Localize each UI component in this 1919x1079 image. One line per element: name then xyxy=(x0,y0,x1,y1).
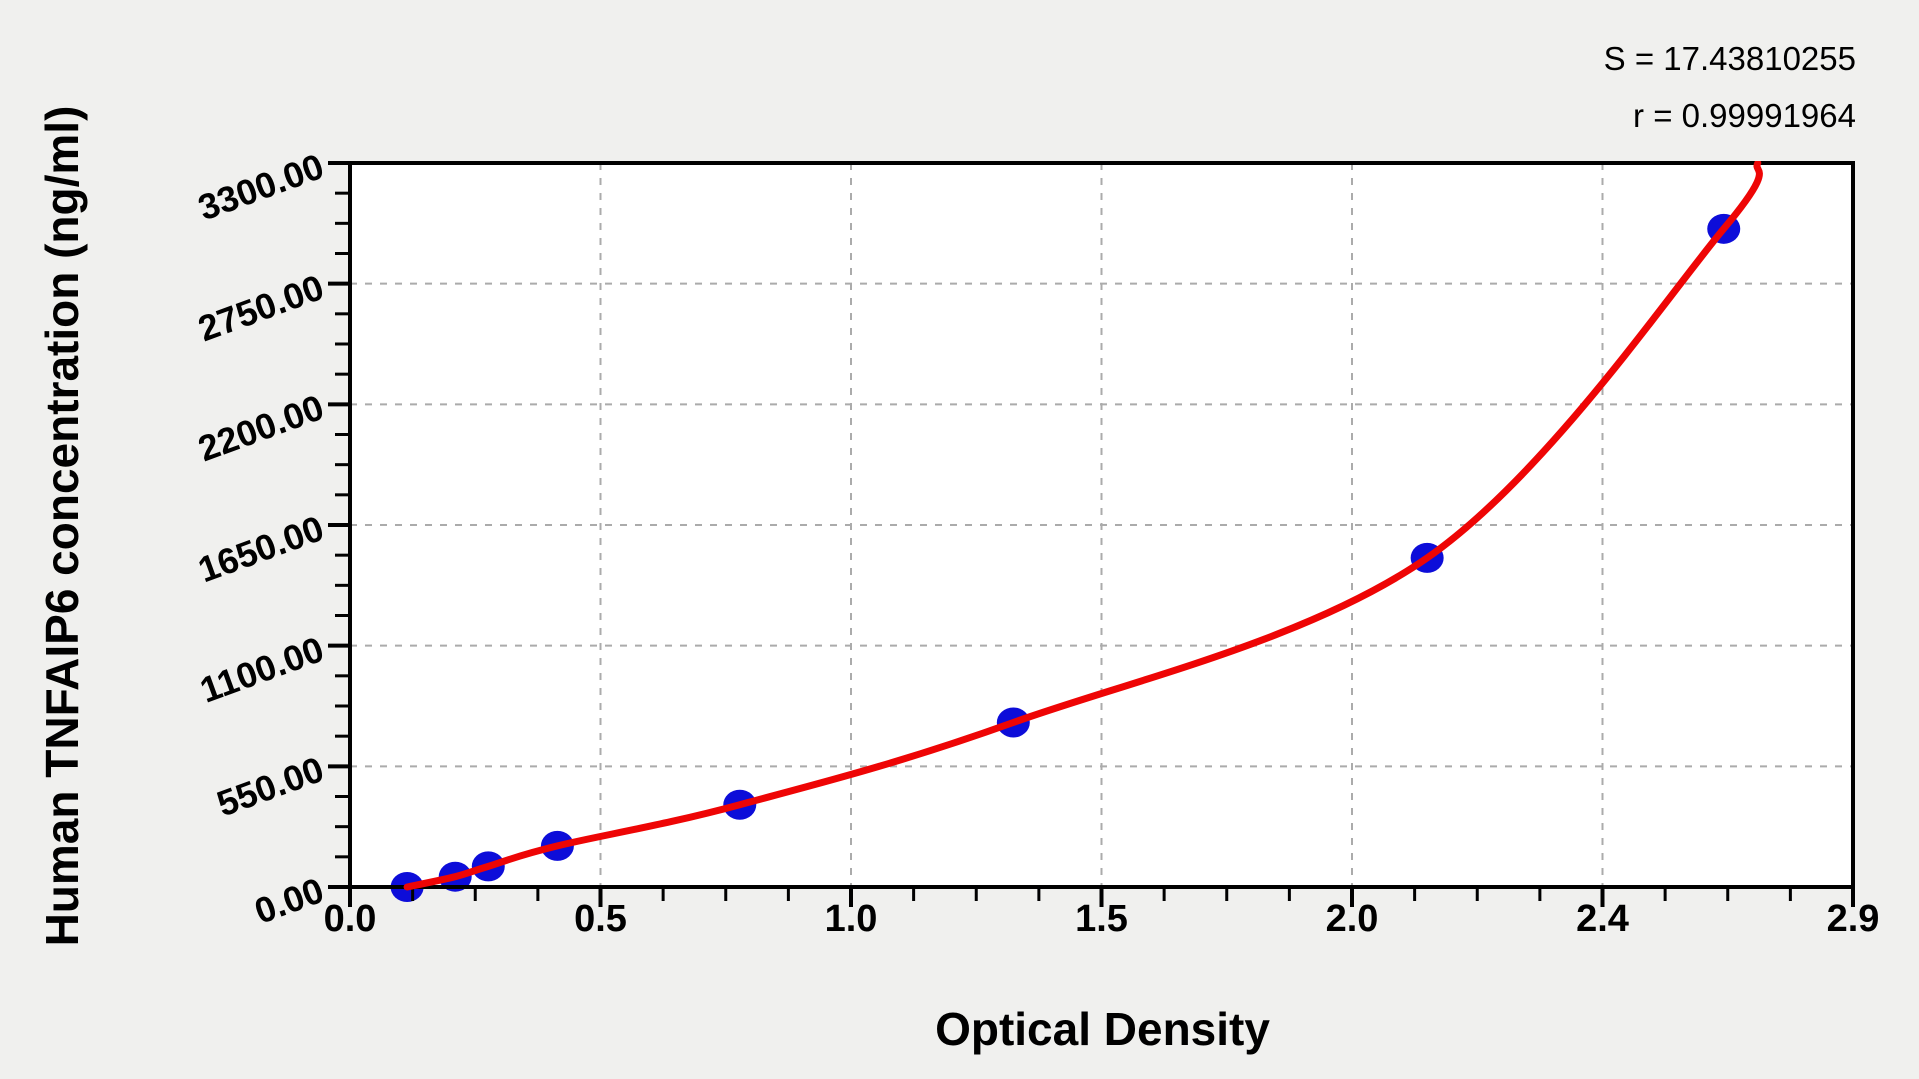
fit-r-value: r = 0.99991964 xyxy=(1633,97,1856,134)
x-tick-label: 1.5 xyxy=(1075,898,1128,940)
x-tick-label: 0.5 xyxy=(574,898,627,940)
x-tick-label: 0.0 xyxy=(323,898,377,940)
x-axis-title: Optical Density xyxy=(935,1003,1270,1055)
x-tick-label: 1.0 xyxy=(824,898,878,940)
fit-curve xyxy=(403,161,1763,891)
fit-statistics: S = 17.43810255 r = 0.99991964 xyxy=(1604,30,1856,144)
fit-s-value: S = 17.43810255 xyxy=(1603,40,1856,77)
x-tick-label: 2.0 xyxy=(1325,898,1379,940)
x-tick-label: 2.9 xyxy=(1826,898,1880,940)
x-tick-label: 2.4 xyxy=(1576,898,1629,940)
